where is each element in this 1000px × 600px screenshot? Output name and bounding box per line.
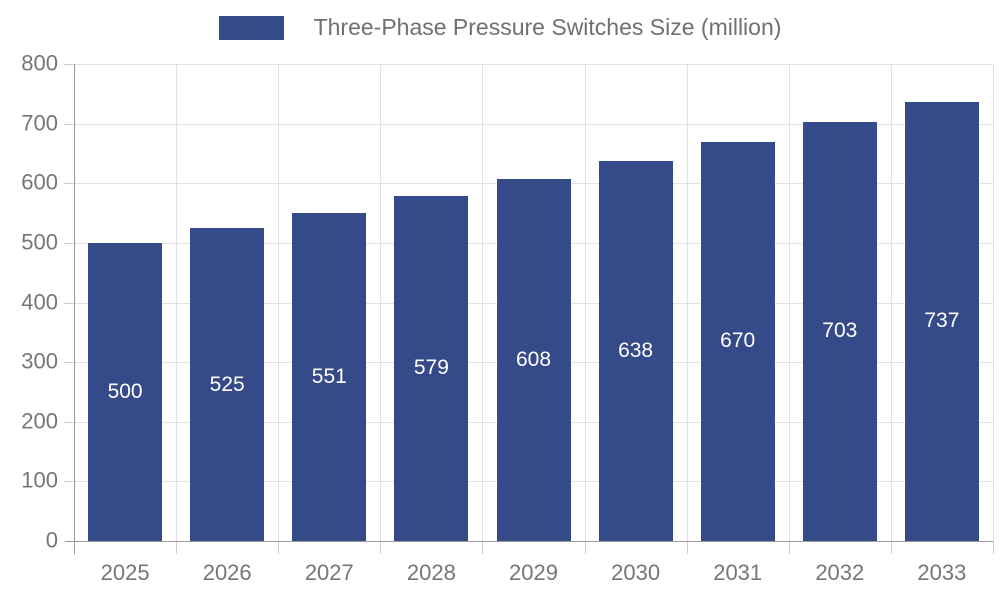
y-axis-tick-label: 0: [45, 527, 58, 553]
y-tick-mark: [64, 183, 74, 185]
x-tick-mark: [686, 541, 688, 554]
bar-value-label: 703: [822, 319, 858, 343]
x-tick-mark: [176, 541, 178, 554]
bar-value-label: 551: [311, 364, 347, 388]
bar-value-label: 638: [618, 338, 654, 362]
gridline-horizontal: [74, 64, 993, 65]
y-tick-mark: [64, 64, 74, 65]
legend: Three-Phase Pressure Switches Size (mill…: [0, 14, 1000, 41]
y-tick-mark: [64, 302, 74, 304]
legend-label: Three-Phase Pressure Switches Size (mill…: [313, 14, 782, 40]
bar: [802, 121, 877, 541]
y-axis-line: [74, 64, 75, 541]
bar: [292, 212, 367, 541]
x-tick-mark: [482, 541, 484, 554]
y-axis-tick-label: 600: [21, 169, 58, 195]
bar-value-label: 525: [209, 372, 245, 396]
x-tick-mark: [74, 541, 75, 554]
x-tick-mark: [890, 541, 892, 554]
legend-swatch: [218, 15, 284, 40]
x-tick-mark: [380, 541, 382, 554]
x-tick-mark: [993, 541, 994, 554]
x-axis-tick-label: 2028: [406, 560, 456, 585]
bar: [394, 195, 469, 541]
y-axis-tick-label: 400: [21, 288, 58, 314]
bar: [88, 242, 163, 541]
x-axis-tick-label: 2031: [713, 560, 763, 585]
bar-value-label: 737: [924, 309, 960, 333]
bar: [190, 228, 265, 541]
x-tick-mark: [584, 541, 586, 554]
y-tick-mark: [64, 242, 74, 244]
x-axis-tick-label: 2025: [100, 560, 150, 585]
bar-value-label: 579: [413, 356, 449, 380]
bar: [700, 141, 775, 541]
x-axis-tick-label: 2033: [917, 560, 967, 585]
y-axis-tick-label: 100: [21, 467, 58, 493]
x-axis-tick-label: 2030: [611, 560, 661, 585]
gridline-vertical: [278, 64, 280, 541]
gridline-vertical: [380, 64, 382, 541]
y-tick-mark: [64, 481, 74, 483]
gridline-vertical: [788, 64, 790, 541]
y-tick-mark: [64, 362, 74, 364]
gridline-vertical: [176, 64, 178, 541]
y-axis-tick-label: 200: [21, 408, 58, 434]
gridline-vertical: [993, 64, 994, 541]
bar-value-label: 670: [720, 329, 756, 353]
y-axis-tick-label: 700: [21, 110, 58, 136]
x-axis-tick-label: 2032: [815, 560, 865, 585]
x-tick-mark: [278, 541, 280, 554]
y-axis-tick-label: 300: [21, 348, 58, 374]
x-axis-tick-label: 2029: [509, 560, 558, 585]
gridline-vertical: [584, 64, 586, 541]
bar-value-label: 500: [107, 379, 143, 403]
bar-value-label: 608: [515, 347, 552, 371]
y-tick-mark: [64, 123, 74, 125]
x-axis-tick-label: 2027: [304, 560, 354, 585]
gridline-vertical: [890, 64, 892, 541]
bar: [904, 101, 979, 541]
bar: [598, 160, 673, 541]
x-tick-mark: [788, 541, 790, 554]
y-axis-tick-label: 500: [21, 229, 58, 255]
x-axis-line: [66, 541, 993, 542]
y-tick-mark: [64, 421, 74, 423]
gridline-vertical: [686, 64, 688, 541]
y-axis-tick-label: 800: [21, 50, 58, 76]
bar: [496, 178, 571, 541]
x-axis-tick-label: 2026: [202, 560, 252, 585]
gridline-vertical: [482, 64, 484, 541]
